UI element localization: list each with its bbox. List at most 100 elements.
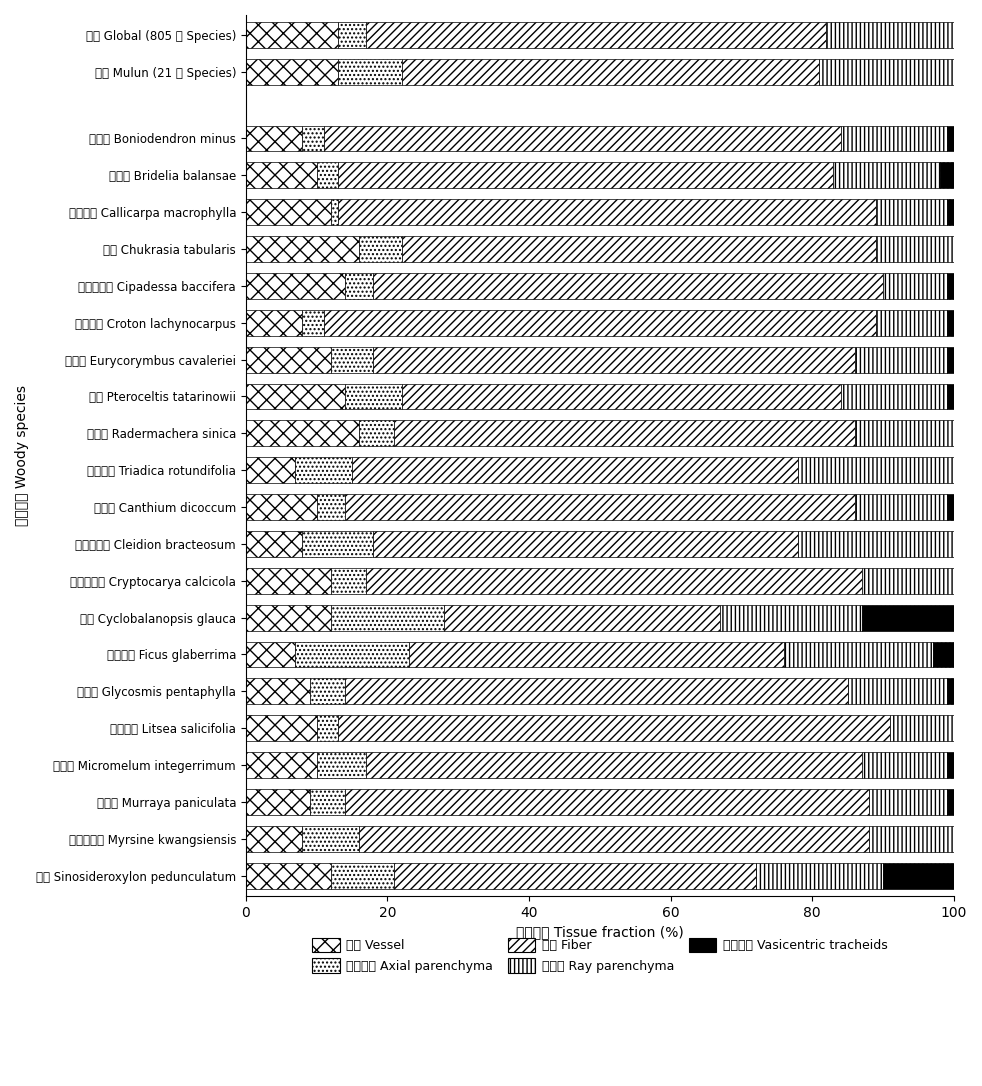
Bar	[947, 753, 954, 778]
Bar	[331, 568, 366, 594]
Bar	[331, 605, 444, 631]
Bar	[246, 383, 345, 409]
Bar	[876, 310, 947, 336]
Bar	[302, 825, 359, 851]
Bar	[246, 163, 316, 188]
Bar	[338, 60, 402, 85]
Bar	[947, 310, 954, 336]
Bar	[302, 126, 324, 151]
Bar	[296, 642, 409, 668]
Bar	[338, 163, 834, 188]
Bar	[947, 126, 954, 151]
Bar	[331, 200, 338, 225]
Bar	[316, 753, 366, 778]
Bar	[395, 420, 854, 446]
Bar	[402, 383, 841, 409]
Bar	[246, 531, 302, 557]
Bar	[246, 236, 359, 262]
Bar	[869, 825, 954, 851]
Bar	[316, 163, 338, 188]
Bar	[338, 23, 366, 48]
Bar	[302, 310, 324, 336]
Bar	[345, 383, 402, 409]
Bar	[338, 200, 876, 225]
X-axis label: 组织比例 Tissue fraction (%): 组织比例 Tissue fraction (%)	[516, 925, 683, 939]
Bar	[331, 346, 373, 372]
Bar	[720, 605, 862, 631]
Bar	[819, 60, 954, 85]
Bar	[359, 825, 869, 851]
Bar	[246, 825, 302, 851]
Bar	[841, 383, 947, 409]
Bar	[316, 716, 338, 741]
Bar	[876, 236, 954, 262]
Bar	[366, 568, 862, 594]
Bar	[246, 126, 302, 151]
Bar	[246, 60, 338, 85]
Bar	[324, 310, 876, 336]
Bar	[395, 862, 755, 888]
Bar	[862, 605, 954, 631]
Bar	[402, 236, 876, 262]
Bar	[366, 753, 862, 778]
Bar	[345, 679, 847, 704]
Bar	[373, 346, 854, 372]
Bar	[309, 679, 345, 704]
Bar	[854, 420, 954, 446]
Bar	[862, 753, 947, 778]
Bar	[402, 60, 819, 85]
Bar	[876, 200, 947, 225]
Bar	[798, 457, 954, 483]
Bar	[246, 568, 331, 594]
Bar	[246, 273, 345, 299]
Bar	[947, 200, 954, 225]
Bar	[373, 273, 883, 299]
Bar	[444, 605, 720, 631]
Bar	[331, 862, 395, 888]
Bar	[409, 642, 784, 668]
Bar	[246, 23, 338, 48]
Bar	[246, 457, 296, 483]
Bar	[246, 753, 316, 778]
Bar	[798, 531, 954, 557]
Bar	[947, 346, 954, 372]
Bar	[309, 790, 345, 814]
Bar	[841, 126, 947, 151]
Bar	[784, 642, 933, 668]
Bar	[302, 531, 373, 557]
Bar	[947, 790, 954, 814]
Bar	[847, 679, 947, 704]
Bar	[246, 346, 331, 372]
Bar	[352, 457, 798, 483]
Bar	[246, 310, 302, 336]
Bar	[854, 346, 947, 372]
Bar	[246, 642, 296, 668]
Bar	[827, 23, 954, 48]
Bar	[246, 420, 359, 446]
Bar	[854, 494, 947, 520]
Bar	[324, 126, 841, 151]
Bar	[246, 716, 316, 741]
Bar	[883, 862, 954, 888]
Bar	[246, 494, 316, 520]
Bar	[246, 790, 309, 814]
Bar	[359, 236, 402, 262]
Y-axis label: 木本植物 Woody species: 木本植物 Woody species	[15, 384, 29, 526]
Bar	[862, 568, 954, 594]
Bar	[296, 457, 352, 483]
Bar	[933, 642, 954, 668]
Legend: 导管 Vessel, 轴向薄壁 Axial parenchyma, 纤维 Fiber, 木射线 Ray parenchyma, 环管管胞 Vasicentric: 导管 Vessel, 轴向薄壁 Axial parenchyma, 纤维 Fib…	[307, 933, 893, 977]
Bar	[940, 163, 954, 188]
Bar	[359, 420, 395, 446]
Bar	[947, 383, 954, 409]
Bar	[338, 716, 890, 741]
Bar	[345, 494, 854, 520]
Bar	[373, 531, 798, 557]
Bar	[246, 679, 309, 704]
Bar	[869, 790, 947, 814]
Bar	[947, 494, 954, 520]
Bar	[883, 273, 947, 299]
Bar	[366, 23, 827, 48]
Bar	[345, 790, 869, 814]
Bar	[947, 273, 954, 299]
